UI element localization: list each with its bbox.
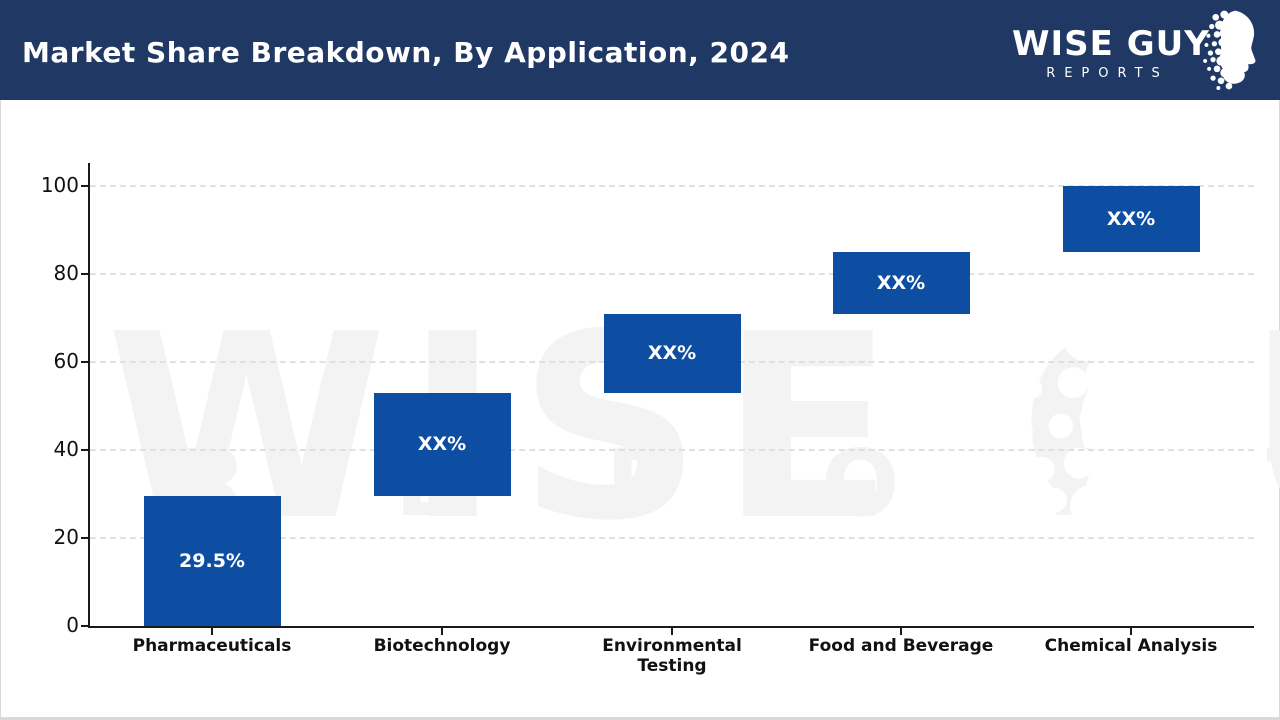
gridline-100 <box>90 185 1254 187</box>
x-tick-2 <box>671 628 673 635</box>
x-tick-3 <box>900 628 902 635</box>
chart-area: WISE GUY R E P O R T S 02040608010029.5%… <box>0 100 1280 720</box>
y-tick-label-0: 0 <box>66 613 79 637</box>
bar-value-label: XX% <box>876 271 926 294</box>
y-tick-label-40: 40 <box>53 437 79 461</box>
y-tick-100 <box>81 185 88 187</box>
x-tick-4 <box>1130 628 1132 635</box>
wiseguy-logo: WISE GUY REPORTS <box>1012 8 1262 94</box>
bar-value-label: XX% <box>417 433 467 456</box>
gridline-80 <box>90 273 1254 275</box>
bar-value-label: XX% <box>647 342 697 365</box>
x-category-label: Environmental Testing <box>602 636 742 677</box>
x-tick-0 <box>211 628 213 635</box>
bar-chemical-analysis: XX% <box>1062 186 1200 252</box>
gridline-20 <box>90 537 1254 539</box>
bar-biotechnology: XX% <box>373 392 511 497</box>
header-banner: Market Share Breakdown, By Application, … <box>0 0 1280 100</box>
y-tick-60 <box>81 361 88 363</box>
y-tick-label-80: 80 <box>53 261 79 285</box>
bar-value-label: XX% <box>1106 208 1156 230</box>
logo-wordmark: WISE GUY <box>1012 24 1210 64</box>
y-tick-20 <box>81 537 88 539</box>
bar-pharmaceuticals: 29.5% <box>143 496 281 626</box>
y-tick-0 <box>81 625 88 627</box>
gridline-40 <box>90 449 1254 451</box>
logo-face-icon <box>1203 10 1256 91</box>
bar-food-and-beverage: XX% <box>832 252 970 314</box>
y-tick-40 <box>81 449 88 451</box>
waterfall-chart: 0 20 40 60 80 100 29.5% Pharmaceuticals XX% Biote… <box>1 100 1280 720</box>
x-category-label: Biotechnology <box>373 636 511 656</box>
logo-subtitle: REPORTS <box>1046 66 1169 81</box>
y-tick-label-60: 60 <box>53 349 79 373</box>
y-tick-80 <box>81 273 88 275</box>
bar-environmental-testing: XX% <box>603 313 741 393</box>
y-tick-label-20: 20 <box>53 525 79 549</box>
y-tick-label-100: 100 <box>40 173 79 197</box>
y-axis-line <box>88 163 90 628</box>
x-axis-line <box>88 626 1254 628</box>
x-category-label: Food and Beverage <box>808 636 994 656</box>
x-tick-1 <box>441 628 443 635</box>
logo-text: WISE GUY REPORTS <box>1012 24 1210 81</box>
x-category-label: Pharmaceuticals <box>132 636 292 656</box>
chart-title: Market Share Breakdown, By Application, … <box>22 36 790 69</box>
bar-value-label: 29.5% <box>179 550 245 573</box>
x-category-label: Chemical Analysis <box>1044 636 1218 656</box>
